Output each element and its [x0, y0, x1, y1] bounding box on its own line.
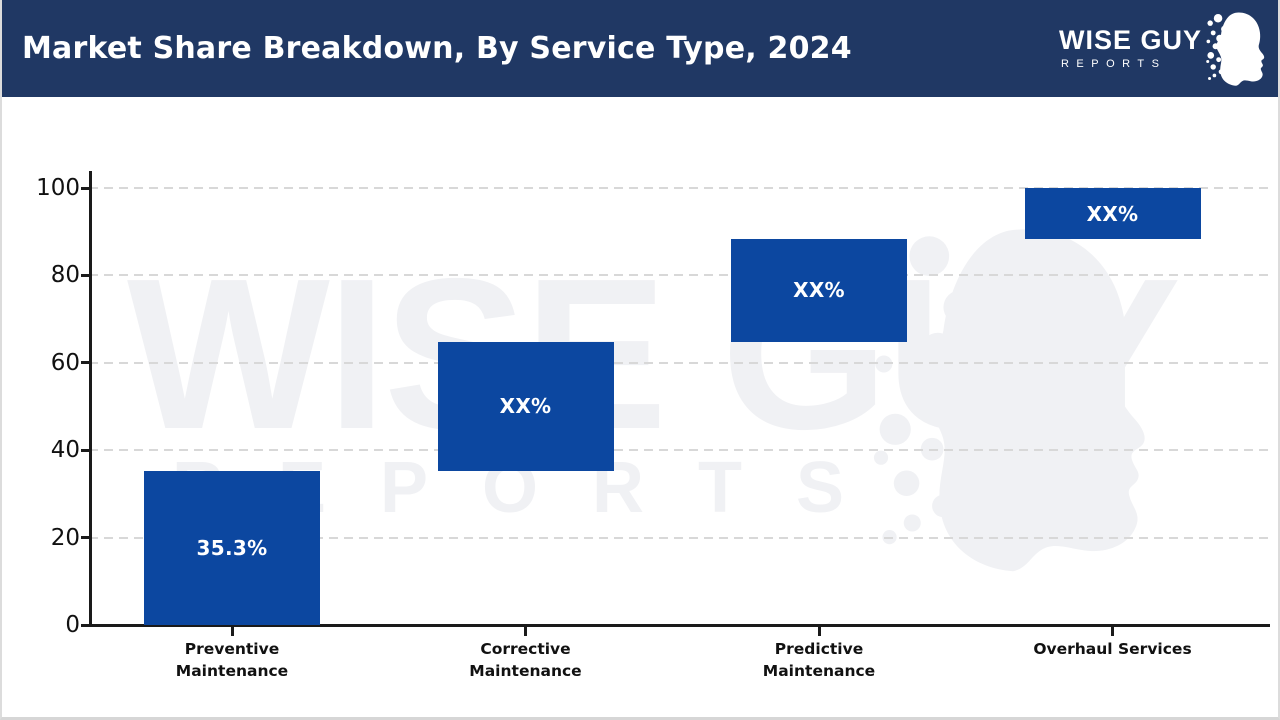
- logo-head-icon: [1206, 12, 1265, 86]
- x-tick-mark: [1111, 627, 1114, 636]
- y-tick-mark: [81, 623, 90, 627]
- y-tick-mark: [81, 361, 90, 365]
- x-category-label: Predictive Maintenance: [762, 640, 876, 680]
- bar-value-label: XX%: [793, 278, 845, 303]
- x-tick-mark: [524, 627, 527, 636]
- bar-value-label: XX%: [499, 394, 552, 419]
- y-tick-label: 40: [50, 437, 80, 464]
- x-tick-mark: [817, 627, 821, 636]
- y-tick-label: 100: [36, 175, 80, 201]
- y-tick-mark: [81, 186, 90, 190]
- y-tick-label: 0: [65, 612, 80, 638]
- gridline: [89, 536, 1270, 539]
- gridline: [89, 449, 1270, 452]
- y-tick-mark: [81, 536, 90, 540]
- x-axis: [82, 624, 1270, 627]
- x-category-label: Overhaul Services: [1033, 640, 1192, 658]
- waterfall-bar: XX%: [731, 239, 907, 342]
- waterfall-bar: XX%: [1024, 188, 1201, 240]
- logo-subtext: REPORTS: [1060, 58, 1167, 70]
- y-tick-label: 20: [50, 524, 80, 551]
- gridline: [89, 187, 1270, 189]
- logo-text: WISE GUY REPORTS: [1058, 25, 1202, 71]
- x-tick-mark: [230, 627, 234, 636]
- logo-wordmark: WISE GUY: [1058, 25, 1202, 55]
- y-tick-label: 60: [50, 349, 80, 376]
- chart-title: Market Share Breakdown, By Service Type,…: [22, 31, 852, 66]
- wise-guy-logo: WISE GUY REPORTS: [1059, 11, 1268, 87]
- gridline: [89, 274, 1270, 277]
- bar-value-label: 35.3%: [196, 535, 268, 560]
- y-axis: [89, 171, 92, 627]
- y-tick-label: 80: [50, 262, 80, 289]
- x-category-label: Corrective Maintenance: [469, 640, 582, 680]
- x-category-label: Preventive Maintenance: [175, 640, 289, 680]
- y-tick-mark: [81, 273, 90, 277]
- waterfall-bar: XX%: [437, 341, 614, 471]
- bar-value-label: XX%: [1086, 201, 1139, 226]
- gridline: [89, 361, 1270, 364]
- y-tick-mark: [81, 448, 90, 452]
- header: Market Share Breakdown, By Service Type,…: [2, 0, 1278, 97]
- waterfall-bar: 35.3%: [144, 470, 320, 625]
